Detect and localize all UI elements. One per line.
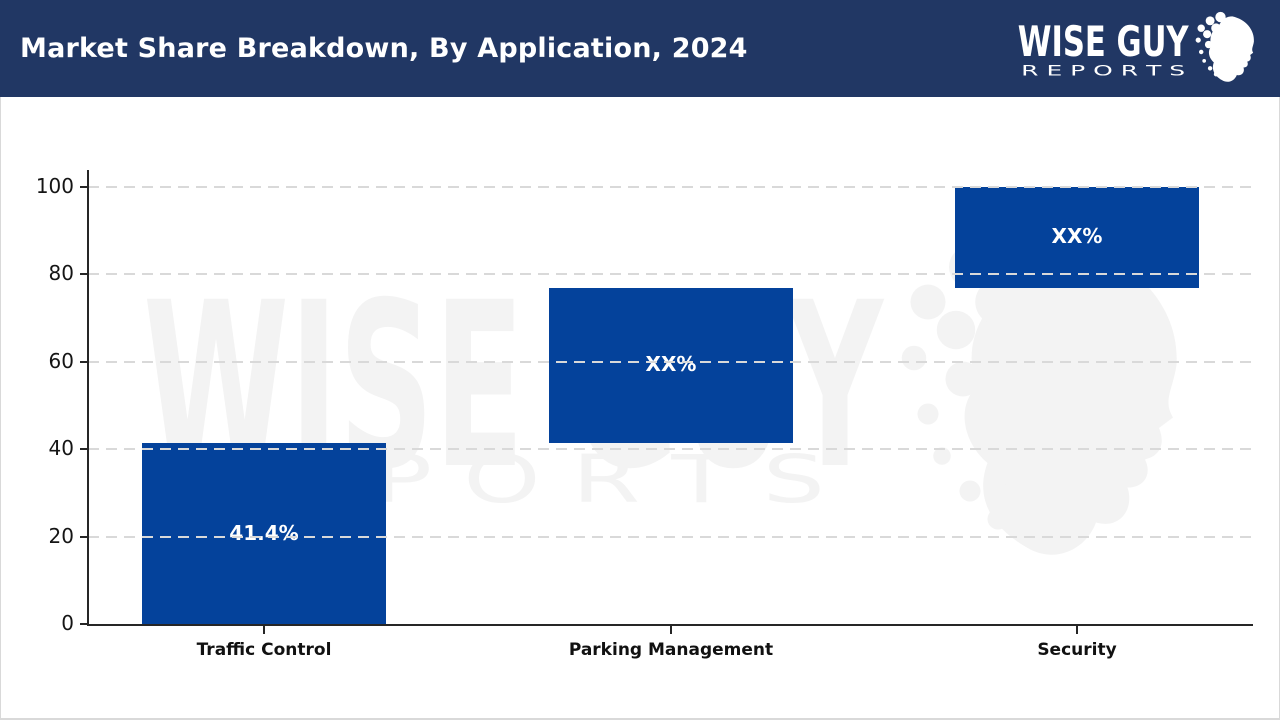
logo-head-icon — [1195, 11, 1254, 82]
bar-value-label: 41.4% — [229, 520, 299, 545]
gridline-20 — [88, 535, 1253, 538]
wise-guy-reports-logo: WISE GUY R E P O R T S — [1018, 11, 1254, 82]
y-tick-label-80: 80 — [48, 261, 74, 286]
y-tick-0 — [80, 623, 88, 625]
bar-value-label: XX% — [645, 352, 697, 377]
y-tick-100 — [80, 186, 88, 188]
y-tick-label-100: 100 — [35, 174, 74, 198]
logo-wordmark: WISE GUY — [1018, 18, 1190, 66]
y-tick-label-40: 40 — [48, 436, 74, 461]
chart-plot-area: WISE GUY R E P O R T S 41.4% XX% XX% 0 20 40 6… — [0, 97, 1280, 720]
y-tick-80 — [80, 273, 88, 276]
logo-subtext: R E P O R T S — [1021, 64, 1185, 80]
y-axis-line — [87, 170, 89, 626]
page-title: Market Share Breakdown, By Application, … — [20, 33, 748, 64]
gridline-60 — [88, 360, 1253, 363]
x-axis-line — [87, 624, 1253, 626]
gridline-80 — [88, 273, 1253, 276]
y-tick-20 — [80, 535, 88, 538]
bar-traffic-control: 41.4% — [142, 443, 386, 624]
y-tick-60 — [80, 360, 88, 363]
header-banner: Market Share Breakdown, By Application, … — [0, 0, 1280, 97]
y-tick-label-0: 0 — [61, 611, 74, 635]
x-tick-parking-management — [670, 626, 672, 634]
y-tick-40 — [80, 448, 88, 451]
x-category-label-security: Security — [1037, 640, 1117, 660]
x-category-label-traffic-control: Traffic Control — [196, 640, 332, 660]
bar-value-label: XX% — [1051, 224, 1103, 249]
x-tick-security — [1076, 626, 1078, 634]
gridline-100 — [88, 186, 1253, 188]
x-category-label-parking-management: Parking Management — [568, 640, 774, 660]
bar-parking-management: XX% — [549, 287, 793, 444]
y-tick-label-20: 20 — [48, 523, 74, 548]
y-tick-label-60: 60 — [48, 348, 74, 373]
x-tick-traffic-control — [263, 626, 265, 634]
gridline-40 — [88, 448, 1253, 451]
